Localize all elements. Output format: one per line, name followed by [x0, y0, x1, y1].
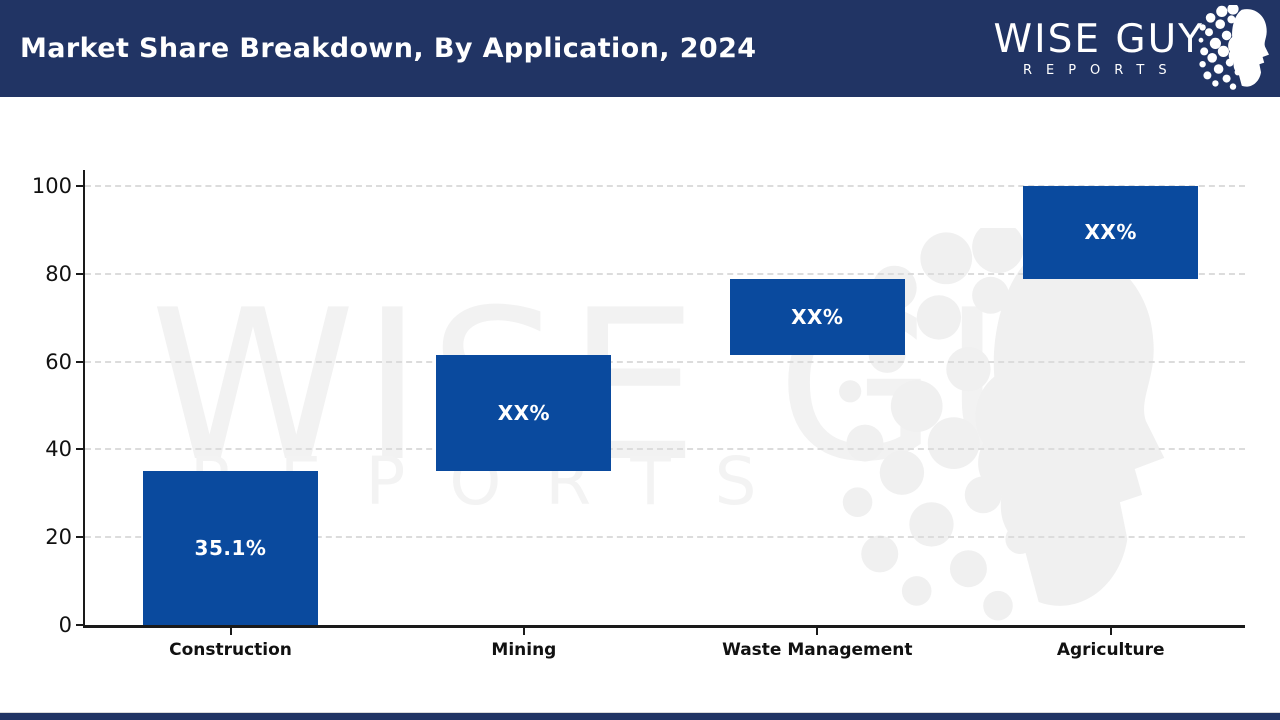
y-tick: [76, 536, 85, 539]
bar-value-label: 35.1%: [194, 535, 267, 560]
logo-wordmark-line2: REPORTS: [1022, 62, 1181, 78]
y-tick: [76, 272, 85, 275]
x-tick: [229, 628, 232, 635]
page-title: Market Share Breakdown, By Application, …: [20, 33, 757, 64]
gridline: [85, 272, 1245, 275]
y-axis-tick-label: 80: [45, 261, 72, 286]
bar: 35.1%: [143, 470, 318, 625]
x-tick: [522, 628, 525, 635]
y-axis-tick-label: 40: [45, 437, 72, 462]
y-tick: [76, 360, 85, 363]
bar: XX%: [436, 355, 612, 471]
bar-value-label: XX%: [497, 401, 551, 426]
y-axis-tick-label: 100: [31, 174, 72, 198]
x-axis-category-label: Mining: [491, 640, 557, 660]
gridline: [85, 448, 1245, 451]
y-axis-tick-label: 60: [45, 349, 72, 374]
y-tick: [76, 448, 85, 451]
y-axis-tick-label: 20: [45, 525, 72, 550]
logo-wordmark: WISE GUY REPORTS: [994, 20, 1204, 78]
gridline: [85, 185, 1245, 187]
y-axis-line: [83, 170, 85, 628]
x-axis-category-label: Agriculture: [1056, 640, 1165, 660]
footer-bar: [0, 713, 1280, 720]
bar-value-label: XX%: [791, 305, 844, 330]
y-axis-tick-label: 0: [58, 613, 72, 637]
x-tick: [1109, 628, 1112, 635]
wiseguy-logo: WISE GUY REPORTS: [994, 4, 1270, 93]
x-axis-category-label: Construction: [169, 640, 292, 660]
bar: XX%: [729, 278, 905, 356]
x-axis-category-label: Waste Management: [722, 640, 913, 660]
gridline: [85, 536, 1245, 539]
y-tick: [76, 624, 85, 626]
gridline: [85, 360, 1245, 363]
footer-divider: [0, 712, 1280, 713]
bar-value-label: XX%: [1084, 220, 1137, 245]
bar: XX%: [1023, 186, 1199, 279]
header: Market Share Breakdown, By Application, …: [0, 0, 1280, 97]
x-axis-line: [83, 625, 1245, 628]
x-tick: [816, 628, 819, 635]
logo-wordmark-line1: WISE GUY: [993, 16, 1204, 62]
wiseguy-face-icon: [1198, 4, 1269, 90]
y-tick: [76, 185, 85, 187]
